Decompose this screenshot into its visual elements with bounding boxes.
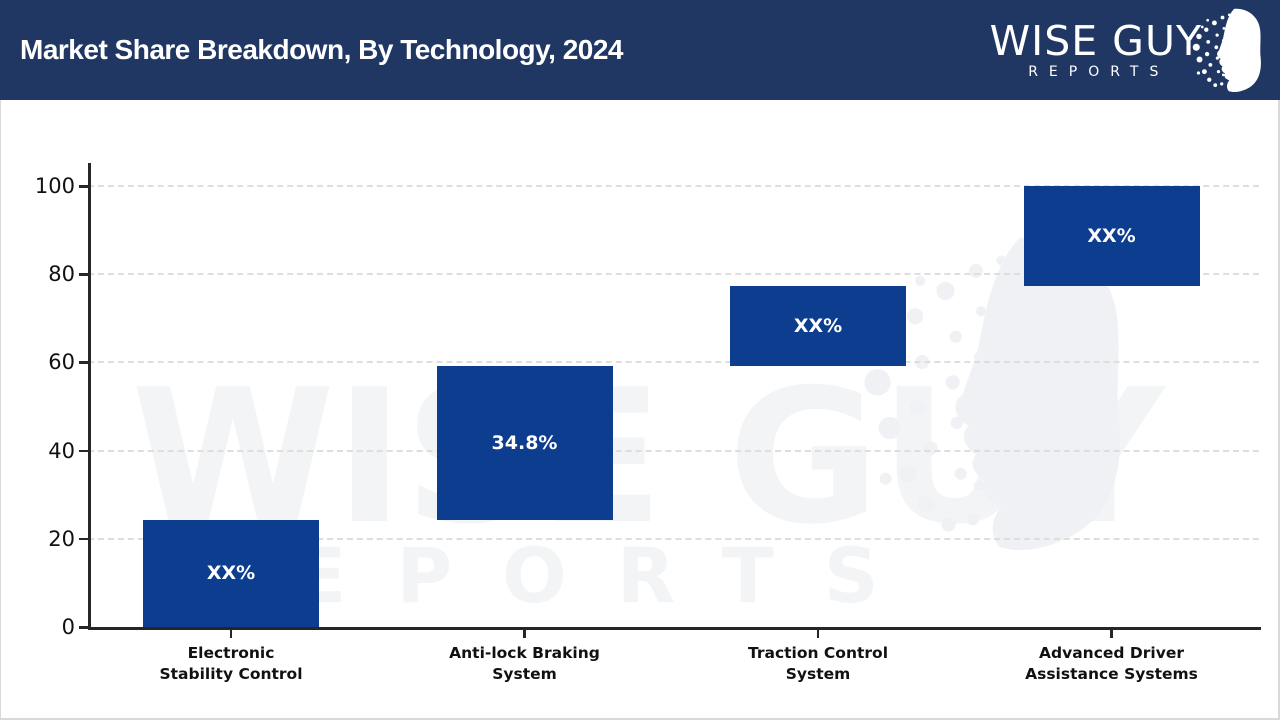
bar-value-label: XX% xyxy=(206,562,256,585)
page-title: Market Share Breakdown, By Technology, 2… xyxy=(20,34,624,65)
y-tick-label: 60 xyxy=(48,350,75,375)
x-tick xyxy=(1110,630,1113,638)
gridline xyxy=(88,185,1259,187)
y-tick-label: 100 xyxy=(34,174,75,198)
bar-2: XX% xyxy=(730,285,906,367)
chart-area: WISE GUY REPORTS XX% 34.8% XX% XX% 0 20 40 6… xyxy=(0,100,1280,720)
y-tick-label: 80 xyxy=(48,262,75,287)
y-tick xyxy=(79,449,88,453)
x-axis-line xyxy=(88,627,1261,630)
y-tick xyxy=(79,273,88,276)
gridline xyxy=(88,361,1259,364)
gridline xyxy=(88,449,1259,452)
bar-3: XX% xyxy=(1023,186,1200,286)
y-tick-label: 0 xyxy=(61,615,75,639)
bar-1: 34.8% xyxy=(436,366,613,520)
wise-guy-reports-logo: WISE GUY REPORTS xyxy=(990,4,1280,96)
logo-wordmark: WISE GUY xyxy=(989,17,1202,65)
bar-value-label: XX% xyxy=(793,315,843,337)
y-tick xyxy=(79,361,88,364)
y-axis-line xyxy=(88,163,91,630)
gridline xyxy=(88,537,1259,540)
x-tick xyxy=(816,630,820,638)
y-tick-label: 40 xyxy=(48,438,75,463)
logo-subtext: REPORTS xyxy=(1028,64,1170,80)
bar-value-label: 34.8% xyxy=(491,432,558,455)
y-tick xyxy=(79,626,88,629)
y-tick xyxy=(79,185,88,188)
y-tick-label: 20 xyxy=(48,526,75,551)
x-category-label: Advanced Driver Assistance Systems xyxy=(1025,644,1198,683)
header-banner: Market Share Breakdown, By Technology, 2… xyxy=(0,0,1280,100)
x-category-label: Anti-lock Braking System xyxy=(449,644,600,683)
x-tick xyxy=(229,630,233,638)
logo-face-icon xyxy=(1192,8,1261,93)
x-category-label: Electronic Stability Control xyxy=(159,644,303,683)
x-category-label: Traction Control System xyxy=(747,644,889,683)
bar-value-label: XX% xyxy=(1087,224,1136,247)
x-tick xyxy=(523,630,526,638)
bar-0: XX% xyxy=(143,519,319,627)
logo-text: WISE GUY REPORTS xyxy=(989,17,1202,80)
y-tick xyxy=(79,537,88,541)
gridline xyxy=(88,273,1259,276)
